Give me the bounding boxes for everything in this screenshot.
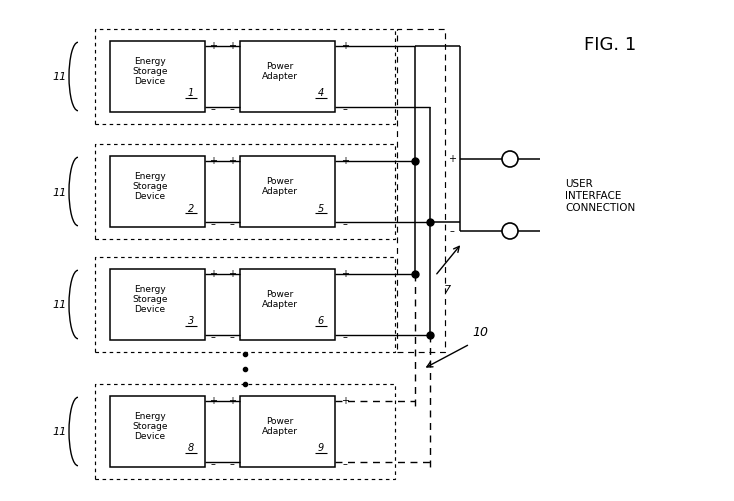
Text: +: + [228, 395, 236, 405]
Bar [240, 270, 335, 340]
Text: 5: 5 [318, 203, 324, 213]
Text: –: – [230, 331, 234, 341]
Bar [95, 384, 395, 479]
Text: +: + [209, 269, 217, 279]
Bar [95, 258, 395, 352]
Text: +: + [209, 156, 217, 166]
Text: 11: 11 [53, 300, 67, 310]
Bar [110, 157, 205, 227]
Text: –: – [343, 218, 347, 228]
Text: Energy
Storage
Device: Energy Storage Device [132, 57, 167, 86]
Text: 4: 4 [318, 88, 324, 98]
Bar [95, 145, 395, 239]
Bar [240, 42, 335, 113]
Text: Energy
Storage
Device: Energy Storage Device [132, 411, 167, 440]
Bar [110, 396, 205, 467]
Bar [240, 157, 335, 227]
Text: –: – [211, 458, 216, 468]
Text: USER
INTERFACE
CONNECTION: USER INTERFACE CONNECTION [565, 179, 635, 212]
Text: 11: 11 [53, 427, 67, 437]
Text: +: + [228, 156, 236, 166]
Bar [240, 396, 335, 467]
Text: +: + [209, 41, 217, 51]
Text: –: – [449, 225, 454, 235]
Text: 11: 11 [53, 72, 67, 82]
Text: –: – [230, 458, 234, 468]
Text: Power
Adapter: Power Adapter [262, 416, 298, 435]
Text: –: – [343, 104, 347, 114]
Text: 8: 8 [188, 442, 194, 452]
Text: 2: 2 [188, 203, 194, 213]
Text: 6: 6 [318, 316, 324, 326]
Text: 11: 11 [53, 187, 67, 197]
Text: 10: 10 [472, 326, 488, 339]
Text: Power
Adapter: Power Adapter [262, 62, 298, 81]
Text: –: – [211, 331, 216, 341]
Text: +: + [448, 154, 456, 164]
Text: +: + [209, 395, 217, 405]
Text: –: – [230, 104, 234, 114]
Text: +: + [228, 269, 236, 279]
Bar [110, 42, 205, 113]
Text: Energy
Storage
Device: Energy Storage Device [132, 171, 167, 201]
Text: 3: 3 [188, 316, 194, 326]
Text: +: + [341, 269, 349, 279]
Bar [397, 30, 445, 352]
Bar [95, 30, 395, 125]
Text: –: – [343, 458, 347, 468]
Text: –: – [211, 218, 216, 228]
Bar [110, 270, 205, 340]
Text: 7: 7 [445, 285, 451, 295]
Text: –: – [343, 331, 347, 341]
Text: Power
Adapter: Power Adapter [262, 176, 298, 196]
Text: +: + [341, 156, 349, 166]
Text: +: + [341, 41, 349, 51]
Text: –: – [230, 218, 234, 228]
Text: 9: 9 [318, 442, 324, 452]
Text: +: + [341, 395, 349, 405]
Text: FIG. 1: FIG. 1 [584, 36, 636, 54]
Text: +: + [228, 41, 236, 51]
Text: –: – [211, 104, 216, 114]
Text: 1: 1 [188, 88, 194, 98]
Text: Power
Adapter: Power Adapter [262, 289, 298, 309]
Text: Energy
Storage
Device: Energy Storage Device [132, 284, 167, 314]
